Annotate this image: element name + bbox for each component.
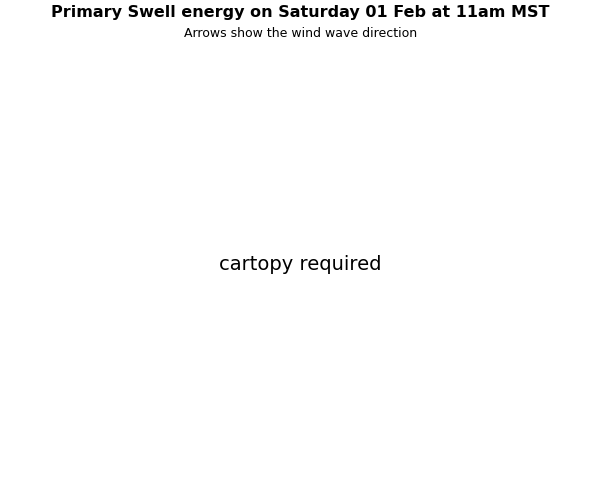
Text: Arrows show the wind wave direction: Arrows show the wind wave direction [184,27,417,40]
Text: cartopy required: cartopy required [219,255,382,274]
Text: Primary Swell energy on Saturday 01 Feb at 11am MST: Primary Swell energy on Saturday 01 Feb … [51,5,550,20]
